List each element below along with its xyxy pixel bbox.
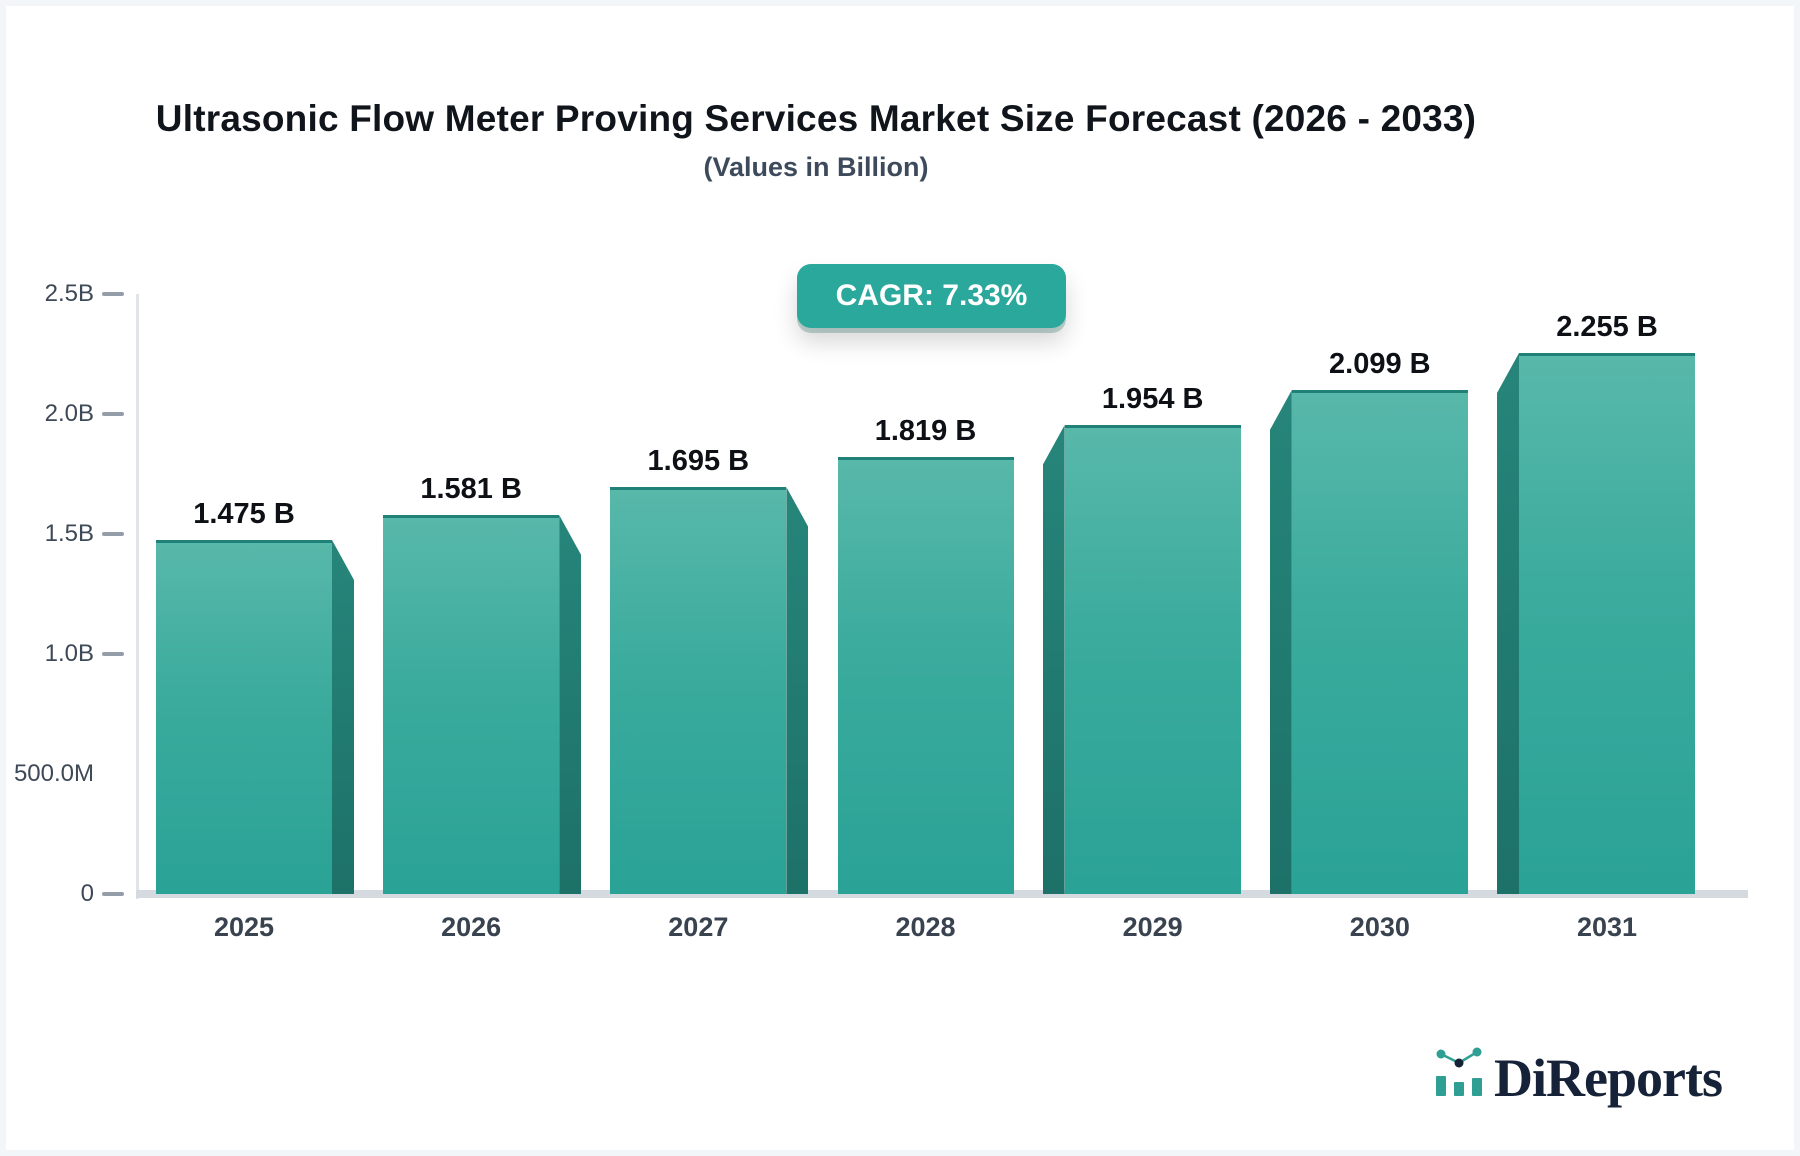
bar-2031[interactable] — [1519, 353, 1696, 894]
bar-side-face-2031 — [1497, 353, 1520, 894]
y-axis-label: 1.5B — [44, 520, 94, 547]
bar-side-face-2025 — [332, 540, 354, 894]
y-axis-line — [136, 294, 139, 899]
bar-side-face-2029 — [1042, 425, 1065, 894]
y-axis-label: 500.0M — [13, 760, 94, 787]
x-axis-label-2030: 2030 — [1349, 912, 1410, 942]
bar-side-face-2030 — [1269, 390, 1292, 894]
bar-2030[interactable] — [1291, 390, 1468, 894]
bar-side-face-2026 — [559, 515, 582, 894]
page-title: Ultrasonic Flow Meter Proving Services M… — [155, 98, 1477, 139]
bar-2027[interactable] — [610, 487, 787, 894]
y-axis-tick — [102, 892, 124, 896]
x-axis-label-2031: 2031 — [1576, 912, 1638, 942]
bar-value-label-2027: 1.695 B — [647, 445, 750, 477]
y-axis-tick — [102, 292, 124, 296]
y-axis-tick — [102, 652, 124, 656]
bar-value-label-2028: 1.819 B — [874, 415, 977, 447]
x-axis-label-2029: 2029 — [1122, 912, 1183, 942]
cagr-badge: CAGR: 7.33% — [797, 264, 1066, 328]
y-axis-label: 2.5B — [44, 280, 94, 307]
bar-chart: 2.5B 2.0B 1.5B 1.0B 500.0M 0 1.475 B 2025 1.581 … — [6, 6, 1794, 1150]
bar-2029[interactable] — [1064, 425, 1241, 894]
bar-2025[interactable] — [156, 540, 332, 894]
bar-2026[interactable] — [383, 515, 560, 894]
y-axis-tick — [102, 532, 124, 536]
y-axis-label: 0 — [80, 880, 94, 907]
bar-2028[interactable] — [837, 457, 1014, 894]
y-axis-label: 2.0B — [44, 400, 94, 427]
x-axis-line — [136, 890, 1748, 898]
bar-value-label-2025: 1.475 B — [193, 498, 295, 530]
brand-logo: DiReports — [1434, 1044, 1723, 1108]
y-axis-label: 1.0B — [44, 640, 94, 667]
brand-logo-text: DiReports — [1494, 1048, 1723, 1108]
bar-value-label-2030: 2.099 B — [1329, 348, 1431, 380]
bar-value-label-2029: 1.954 B — [1101, 383, 1204, 415]
y-axis-tick — [102, 412, 124, 416]
x-axis-label-2025: 2025 — [213, 912, 275, 942]
bar-side-face-2027 — [786, 487, 809, 894]
page-subtitle: (Values in Billion) — [703, 152, 929, 182]
bar-value-label-2031: 2.255 B — [1556, 311, 1658, 343]
bar-value-label-2026: 1.581 B — [420, 473, 522, 505]
chart-logo-icon — [1434, 1044, 1488, 1103]
x-axis-label-2028: 2028 — [895, 912, 956, 942]
x-axis-label-2027: 2027 — [668, 912, 729, 942]
x-axis-label-2026: 2026 — [441, 912, 502, 942]
